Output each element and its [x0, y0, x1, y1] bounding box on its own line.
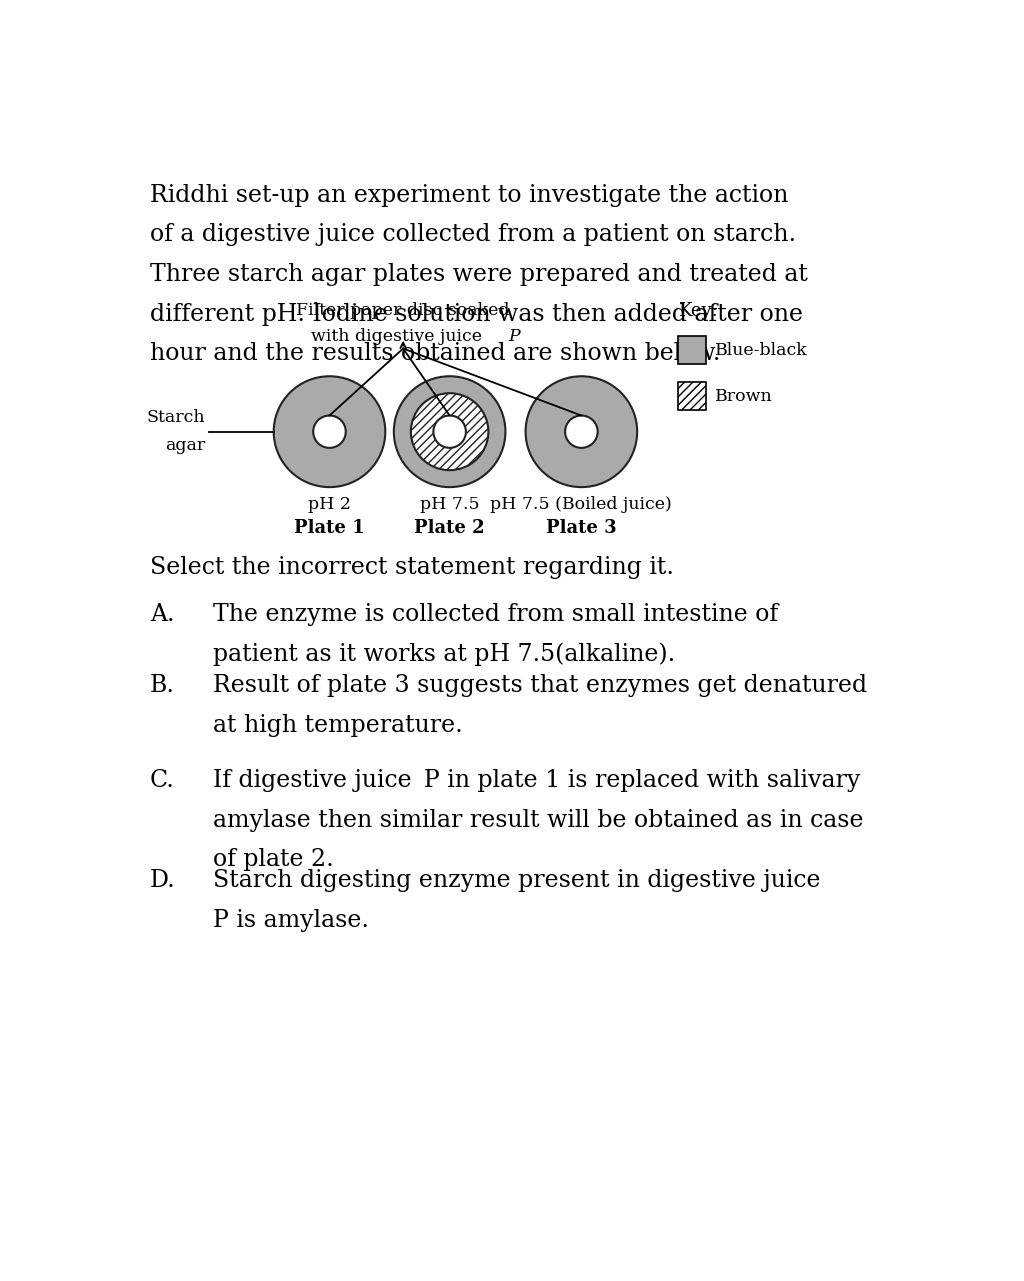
Text: The enzyme is collected from small intestine of: The enzyme is collected from small intes…	[213, 602, 778, 625]
Circle shape	[273, 377, 385, 487]
Text: Select the incorrect statement regarding it.: Select the incorrect statement regarding…	[150, 556, 674, 579]
Text: hour and the results obtained are shown below.: hour and the results obtained are shown …	[150, 342, 720, 365]
Text: Brown: Brown	[716, 388, 773, 405]
Text: pH 7.5: pH 7.5	[420, 496, 479, 514]
Bar	[678, 383, 707, 410]
Text: patient as it works at pH 7.5(alkaline).: patient as it works at pH 7.5(alkaline).	[213, 642, 676, 666]
Circle shape	[411, 393, 488, 470]
Circle shape	[565, 415, 598, 448]
Text: pH 7.5 (Boiled juice): pH 7.5 (Boiled juice)	[490, 496, 672, 514]
Text: P is amylase.: P is amylase.	[213, 908, 370, 931]
Text: Riddhi set-up an experiment to investigate the action: Riddhi set-up an experiment to investiga…	[150, 183, 788, 206]
Text: agar: agar	[165, 437, 206, 453]
Text: If digestive juice  P in plate 1 is replaced with salivary: If digestive juice P in plate 1 is repla…	[213, 769, 860, 792]
Circle shape	[433, 415, 466, 448]
Circle shape	[313, 415, 346, 448]
Text: Plate 2: Plate 2	[415, 520, 485, 538]
Text: Filter paper disc soaked: Filter paper disc soaked	[296, 302, 510, 319]
Text: Key:: Key:	[678, 302, 718, 320]
Text: D.: D.	[150, 869, 175, 892]
Bar	[678, 336, 707, 364]
Text: at high temperature.: at high temperature.	[213, 714, 463, 737]
Text: Plate 1: Plate 1	[294, 520, 365, 538]
Text: A.: A.	[150, 602, 174, 625]
Text: of plate 2.: of plate 2.	[213, 848, 334, 871]
Text: Starch digesting enzyme present in digestive juice: Starch digesting enzyme present in diges…	[213, 869, 821, 892]
Circle shape	[525, 377, 637, 487]
Text: with digestive juice: with digestive juice	[311, 328, 487, 345]
Text: amylase then similar result will be obtained as in case: amylase then similar result will be obta…	[213, 808, 864, 831]
Text: P: P	[508, 328, 520, 345]
Text: Plate 3: Plate 3	[546, 520, 616, 538]
Text: Three starch agar plates were prepared and treated at: Three starch agar plates were prepared a…	[150, 263, 808, 286]
Text: B.: B.	[150, 674, 175, 697]
Text: Blue-black: Blue-black	[716, 342, 808, 359]
Text: Starch: Starch	[146, 410, 206, 427]
Text: C.: C.	[150, 769, 174, 792]
Text: of a digestive juice collected from a patient on starch.: of a digestive juice collected from a pa…	[150, 223, 796, 246]
Text: Result of plate 3 suggests that enzymes get denatured: Result of plate 3 suggests that enzymes …	[213, 674, 867, 697]
Circle shape	[394, 377, 506, 487]
Text: pH 2: pH 2	[308, 496, 351, 514]
Text: different pH. Iodine solution was then added after one: different pH. Iodine solution was then a…	[150, 302, 803, 325]
